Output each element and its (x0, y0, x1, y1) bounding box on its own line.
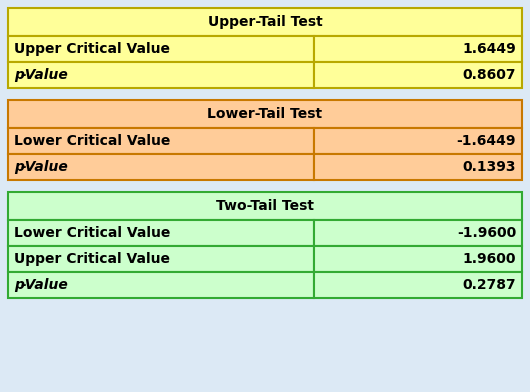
Text: -Value: -Value (20, 68, 68, 82)
Bar (314, 62, 522, 88)
Text: Lower Critical Value: Lower Critical Value (14, 134, 170, 148)
Bar (8, 128, 314, 154)
Bar (314, 272, 522, 298)
Bar (8, 192, 522, 220)
Text: Two-Tail Test: Two-Tail Test (216, 199, 314, 213)
Text: 1.9600: 1.9600 (463, 252, 516, 266)
Bar (314, 36, 522, 62)
Text: -Value: -Value (20, 160, 68, 174)
Text: 0.2787: 0.2787 (462, 278, 516, 292)
Text: Lower-Tail Test: Lower-Tail Test (207, 107, 323, 121)
Bar (8, 220, 314, 246)
Bar (8, 36, 314, 62)
Bar (8, 62, 314, 88)
Text: -1.6449: -1.6449 (456, 134, 516, 148)
Text: -1.9600: -1.9600 (457, 226, 516, 240)
Bar (314, 154, 522, 180)
Text: 0.8607: 0.8607 (463, 68, 516, 82)
Text: p: p (14, 278, 24, 292)
Bar (314, 220, 522, 246)
Text: Upper Critical Value: Upper Critical Value (14, 42, 170, 56)
Text: Lower Critical Value: Lower Critical Value (14, 226, 170, 240)
Bar (314, 246, 522, 272)
Bar (8, 272, 314, 298)
Text: p: p (14, 160, 24, 174)
Text: 0.1393: 0.1393 (463, 160, 516, 174)
Bar (314, 128, 522, 154)
Bar (8, 246, 314, 272)
Text: 1.6449: 1.6449 (462, 42, 516, 56)
Text: Upper-Tail Test: Upper-Tail Test (208, 15, 322, 29)
Text: p: p (14, 68, 24, 82)
Bar (8, 100, 522, 128)
Text: -Value: -Value (20, 278, 68, 292)
Text: Upper Critical Value: Upper Critical Value (14, 252, 170, 266)
Bar (8, 8, 522, 36)
Bar (8, 154, 314, 180)
